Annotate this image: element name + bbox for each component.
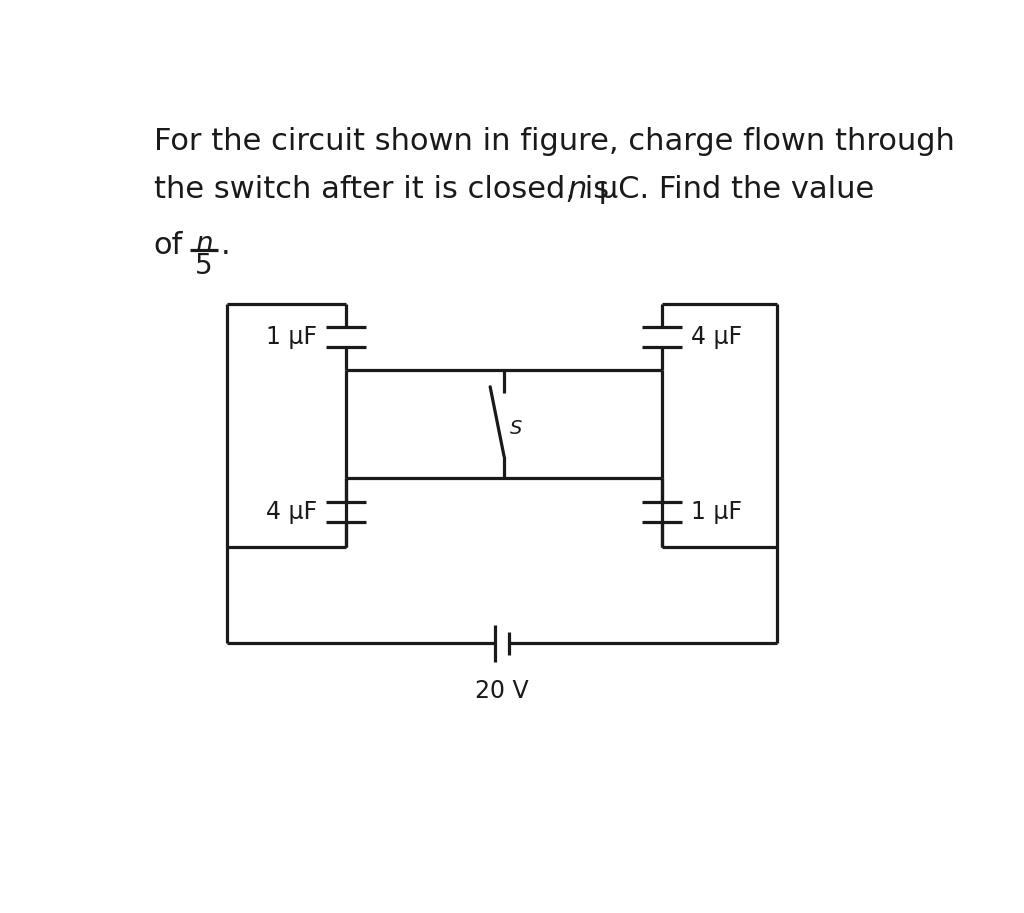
Text: .: .	[220, 231, 230, 260]
Text: the switch after it is closed, is: the switch after it is closed, is	[154, 175, 618, 204]
Text: 20 V: 20 V	[475, 678, 529, 703]
Text: 1 μF: 1 μF	[266, 325, 316, 349]
Text: μC. Find the value: μC. Find the value	[589, 175, 873, 204]
Text: n: n	[568, 175, 588, 204]
Text: 4 μF: 4 μF	[266, 500, 316, 524]
Text: For the circuit shown in figure, charge flown through: For the circuit shown in figure, charge …	[154, 127, 954, 156]
Text: S: S	[510, 419, 522, 438]
Text: n: n	[195, 230, 213, 257]
Text: 4 μF: 4 μF	[691, 325, 742, 349]
Text: 5: 5	[195, 252, 213, 280]
Text: 1 μF: 1 μF	[691, 500, 742, 524]
Text: of: of	[154, 231, 183, 260]
